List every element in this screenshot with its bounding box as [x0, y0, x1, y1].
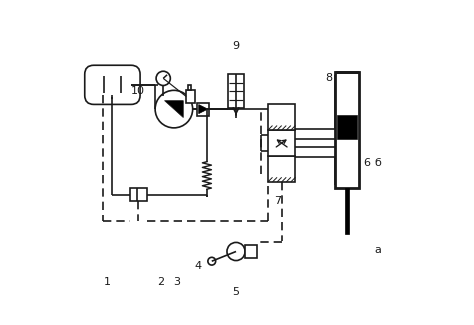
Circle shape — [155, 90, 192, 128]
FancyBboxPatch shape — [85, 65, 140, 104]
Bar — [268, 130, 295, 156]
Bar — [336, 72, 359, 188]
Bar — [268, 104, 295, 130]
Text: 1: 1 — [104, 277, 111, 287]
Bar — [268, 156, 295, 182]
Bar — [186, 90, 195, 103]
Text: 2: 2 — [157, 277, 164, 287]
Text: 10: 10 — [131, 86, 146, 96]
Text: 5: 5 — [232, 287, 239, 297]
Circle shape — [156, 71, 170, 85]
Text: 4: 4 — [195, 261, 202, 271]
Bar — [245, 245, 257, 258]
Text: a: a — [374, 245, 381, 255]
Bar — [188, 84, 191, 90]
Text: 6: 6 — [363, 158, 370, 167]
Bar — [346, 188, 349, 234]
Polygon shape — [199, 105, 208, 114]
Text: 3: 3 — [173, 277, 181, 287]
Text: 7: 7 — [274, 196, 281, 206]
Bar — [197, 103, 209, 116]
Bar — [129, 188, 147, 201]
Circle shape — [227, 242, 245, 261]
Bar — [228, 74, 244, 108]
Text: 9: 9 — [232, 41, 239, 51]
Bar — [337, 115, 357, 138]
Text: б: б — [374, 158, 381, 167]
Polygon shape — [164, 101, 183, 118]
Text: 8: 8 — [326, 73, 333, 83]
Circle shape — [208, 257, 216, 265]
